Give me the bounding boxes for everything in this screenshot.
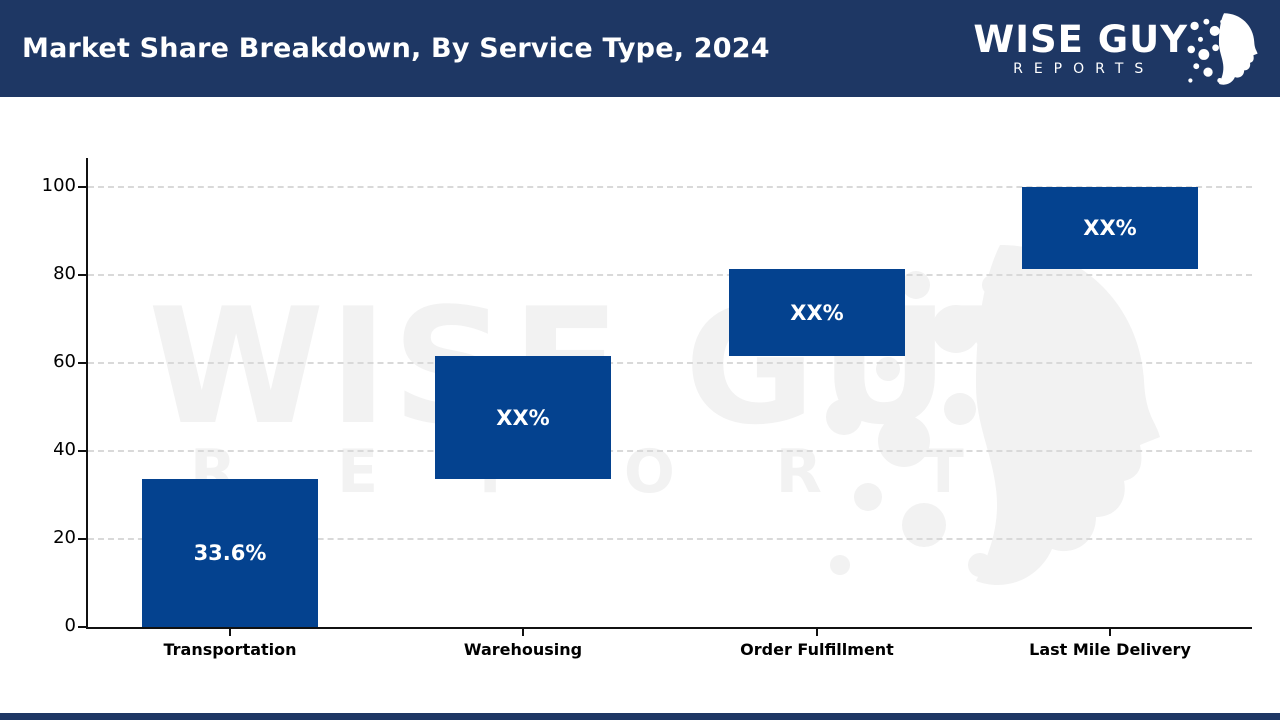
gridline bbox=[88, 362, 1252, 364]
y-tick-mark bbox=[78, 626, 86, 628]
logo-text: WISE GUY REPORTS bbox=[973, 21, 1188, 77]
y-tick-label: 20 bbox=[53, 527, 76, 548]
x-category-label: Transportation bbox=[163, 640, 297, 659]
bar: XX% bbox=[435, 356, 611, 480]
y-tick-mark bbox=[78, 274, 86, 276]
bar: 33.6% bbox=[142, 479, 318, 627]
header: Market Share Breakdown, By Service Type,… bbox=[0, 0, 1280, 97]
x-tick-mark bbox=[522, 629, 524, 636]
x-tick-mark bbox=[229, 629, 231, 636]
watermark-subtitle: R E P O R T S bbox=[190, 437, 1148, 507]
bar: XX% bbox=[1022, 187, 1198, 270]
logo: WISE GUY REPORTS bbox=[973, 7, 1280, 91]
y-tick-mark bbox=[78, 538, 86, 540]
gridline bbox=[88, 538, 1252, 540]
bar-value-label: XX% bbox=[790, 300, 844, 325]
gridline bbox=[88, 450, 1252, 452]
x-category-label: Warehousing bbox=[463, 640, 583, 659]
y-tick-label: 80 bbox=[53, 263, 76, 284]
bar: XX% bbox=[729, 269, 905, 357]
y-tick-label: 60 bbox=[53, 351, 76, 372]
y-axis-line bbox=[86, 158, 88, 629]
gridline bbox=[88, 186, 1252, 188]
footer-bar bbox=[0, 713, 1280, 720]
chart-area: WISE GUY R E P O R T S bbox=[0, 97, 1280, 713]
x-tick-mark bbox=[816, 629, 818, 636]
y-tick-mark bbox=[78, 186, 86, 188]
y-tick-label: 0 bbox=[64, 615, 76, 636]
y-tick-label: 40 bbox=[53, 439, 76, 460]
page-title: Market Share Breakdown, By Service Type,… bbox=[22, 33, 770, 64]
x-category-label: Order Fulfillment bbox=[740, 640, 894, 659]
logo-subtitle: REPORTS bbox=[1013, 60, 1155, 77]
gridline bbox=[88, 274, 1252, 276]
y-tick-label: 100 bbox=[41, 175, 76, 196]
x-axis-line bbox=[86, 627, 1252, 629]
x-category-label: Last Mile Delivery bbox=[1029, 640, 1191, 659]
y-tick-mark bbox=[78, 450, 86, 452]
x-tick-mark bbox=[1109, 629, 1111, 636]
bar-value-label: XX% bbox=[496, 405, 550, 430]
bar-value-label: XX% bbox=[1083, 216, 1137, 241]
y-tick-mark bbox=[78, 362, 86, 364]
bar-value-label: 33.6% bbox=[193, 541, 267, 566]
logo-wordmark: WISE GUY bbox=[973, 17, 1188, 61]
logo-face-icon bbox=[1187, 12, 1258, 85]
